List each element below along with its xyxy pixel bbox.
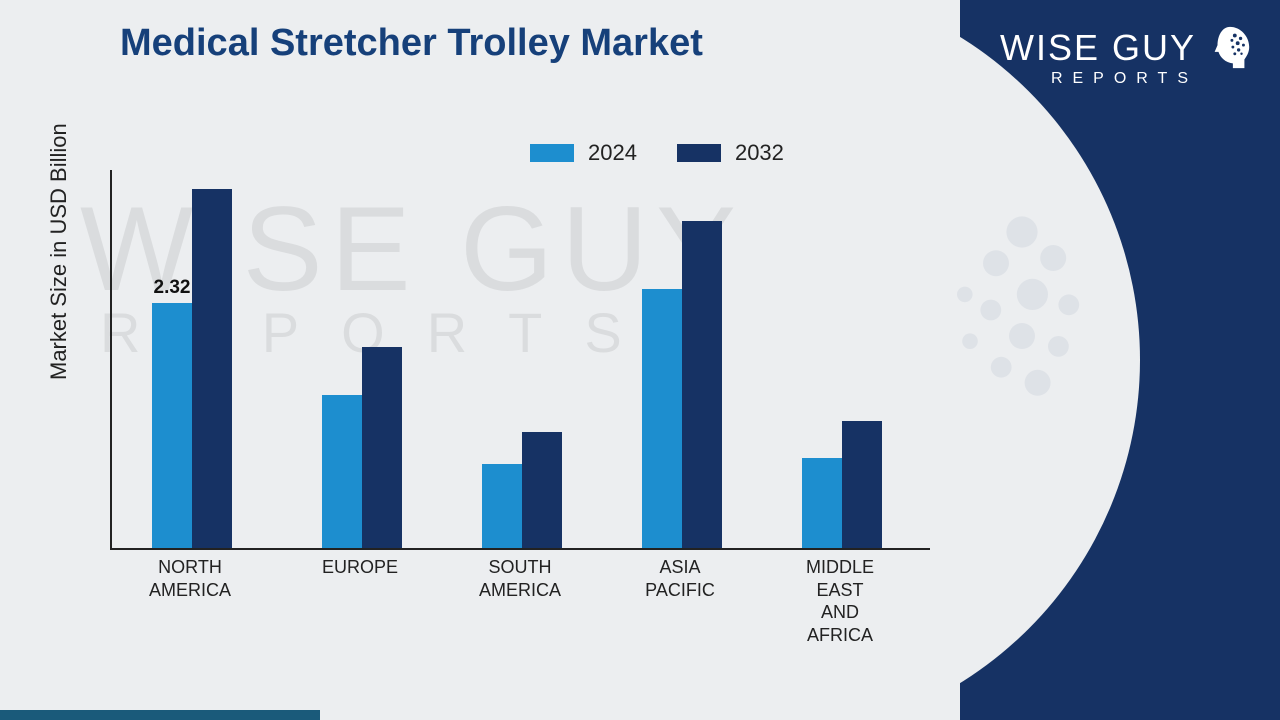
category-label: ASIAPACIFIC [610, 556, 750, 601]
bar-value-label: 2.32 [142, 277, 202, 299]
bar [522, 432, 562, 548]
brand-logo: WISE GUY REPORTS [994, 24, 1254, 88]
brand-main-text: WISE GUY [1000, 27, 1196, 69]
legend-swatch-2024 [530, 144, 574, 162]
bar [802, 458, 842, 548]
legend-label-2024: 2024 [588, 140, 637, 166]
legend: 2024 2032 [530, 140, 784, 166]
brand-head-icon [1206, 24, 1254, 72]
plot-area: 2.32 [110, 170, 930, 550]
canvas: WISE GUY REPORTS Medical Stretcher Troll… [0, 0, 1280, 720]
legend-item-2032: 2032 [677, 140, 784, 166]
bar [842, 421, 882, 548]
accent-bar [0, 710, 320, 720]
bar [192, 189, 232, 548]
legend-label-2032: 2032 [735, 140, 784, 166]
legend-item-2024: 2024 [530, 140, 637, 166]
category-label: SOUTHAMERICA [450, 556, 590, 601]
category-label: EUROPE [290, 556, 430, 579]
chart-title: Medical Stretcher Trolley Market [120, 22, 703, 65]
bar [642, 289, 682, 548]
category-label: NORTHAMERICA [120, 556, 260, 601]
bar [152, 303, 192, 548]
bar [322, 395, 362, 548]
bar [482, 464, 522, 548]
y-axis-label: Market Size in USD Billion [46, 123, 72, 380]
brand-sub-text: REPORTS [994, 70, 1254, 88]
legend-swatch-2032 [677, 144, 721, 162]
bar-chart: 2024 2032 Market Size in USD Billion 2.3… [60, 150, 940, 670]
bar [362, 347, 402, 548]
category-label: MIDDLEEASTANDAFRICA [770, 556, 910, 646]
bar [682, 221, 722, 548]
